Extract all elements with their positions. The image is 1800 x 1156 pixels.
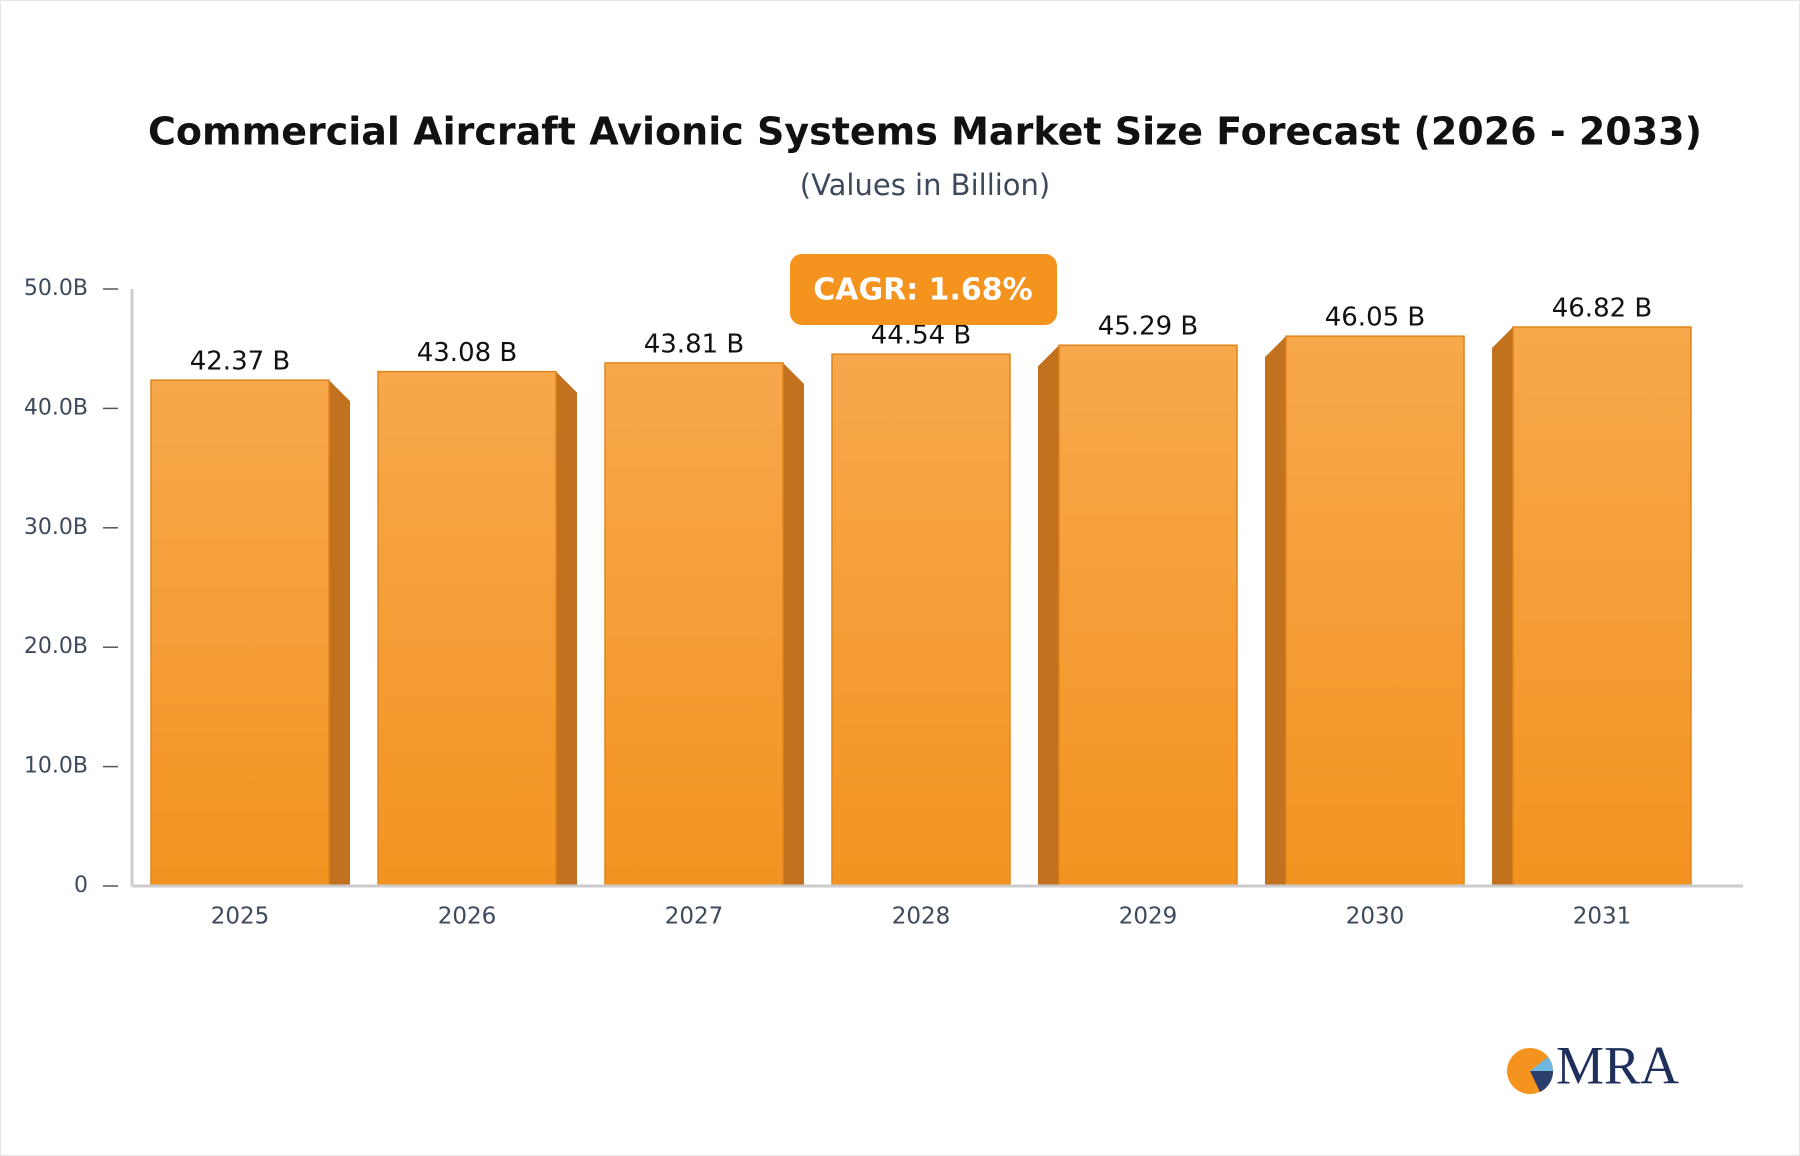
bar-side xyxy=(783,362,804,887)
cagr-badge xyxy=(790,254,1057,325)
bar-side xyxy=(1492,326,1513,886)
y-tick-label: 0 xyxy=(74,873,88,898)
plot: 0 10.0B 20.0B 30.0B 40.0B 50.0B 42.37 B 2025 43.… xyxy=(24,276,1743,930)
x-tick-label: 2025 xyxy=(211,904,270,930)
x-tick-label: 2028 xyxy=(892,904,951,930)
x-tick-label: 2031 xyxy=(1573,904,1632,930)
value-label: 44.54 B xyxy=(871,321,972,351)
bar xyxy=(604,362,784,887)
chart-title: Commercial Aircraft Avionic Systems Mark… xyxy=(148,110,1702,154)
value-label: 46.05 B xyxy=(1325,303,1426,333)
bar xyxy=(1285,335,1465,887)
bar xyxy=(150,379,330,887)
value-label: 43.81 B xyxy=(644,329,745,359)
bar-side xyxy=(1265,336,1286,887)
x-tick-label: 2027 xyxy=(665,904,724,930)
y-tick-label: 50.0B xyxy=(24,276,88,301)
bar-side xyxy=(556,371,577,887)
logo-text: MRA xyxy=(1556,1035,1679,1095)
y-tick-label: 10.0B xyxy=(24,754,88,779)
x-tick-label: 2030 xyxy=(1346,904,1405,930)
x-tick-label: 2029 xyxy=(1119,904,1178,930)
bar xyxy=(1512,326,1692,887)
cagr-text: CAGR: 1.68% xyxy=(813,273,1032,308)
bar xyxy=(1058,344,1238,887)
chart-subtitle: (Values in Billion) xyxy=(800,168,1051,202)
bar-side xyxy=(1038,345,1059,886)
y-tick-label: 30.0B xyxy=(24,515,88,540)
bar-side xyxy=(329,380,350,886)
value-label: 43.08 B xyxy=(417,338,518,368)
x-tick-label: 2026 xyxy=(438,904,497,930)
bar xyxy=(377,370,557,887)
value-label: 46.82 B xyxy=(1552,293,1653,323)
bar xyxy=(831,353,1011,887)
value-label: 42.37 B xyxy=(190,347,291,377)
y-tick-label: 40.0B xyxy=(24,395,88,420)
logo-icon-slice xyxy=(1530,1071,1554,1092)
y-tick-label: 20.0B xyxy=(24,634,88,659)
value-label: 45.29 B xyxy=(1098,312,1199,342)
logo-icon-slice xyxy=(1530,1057,1553,1071)
